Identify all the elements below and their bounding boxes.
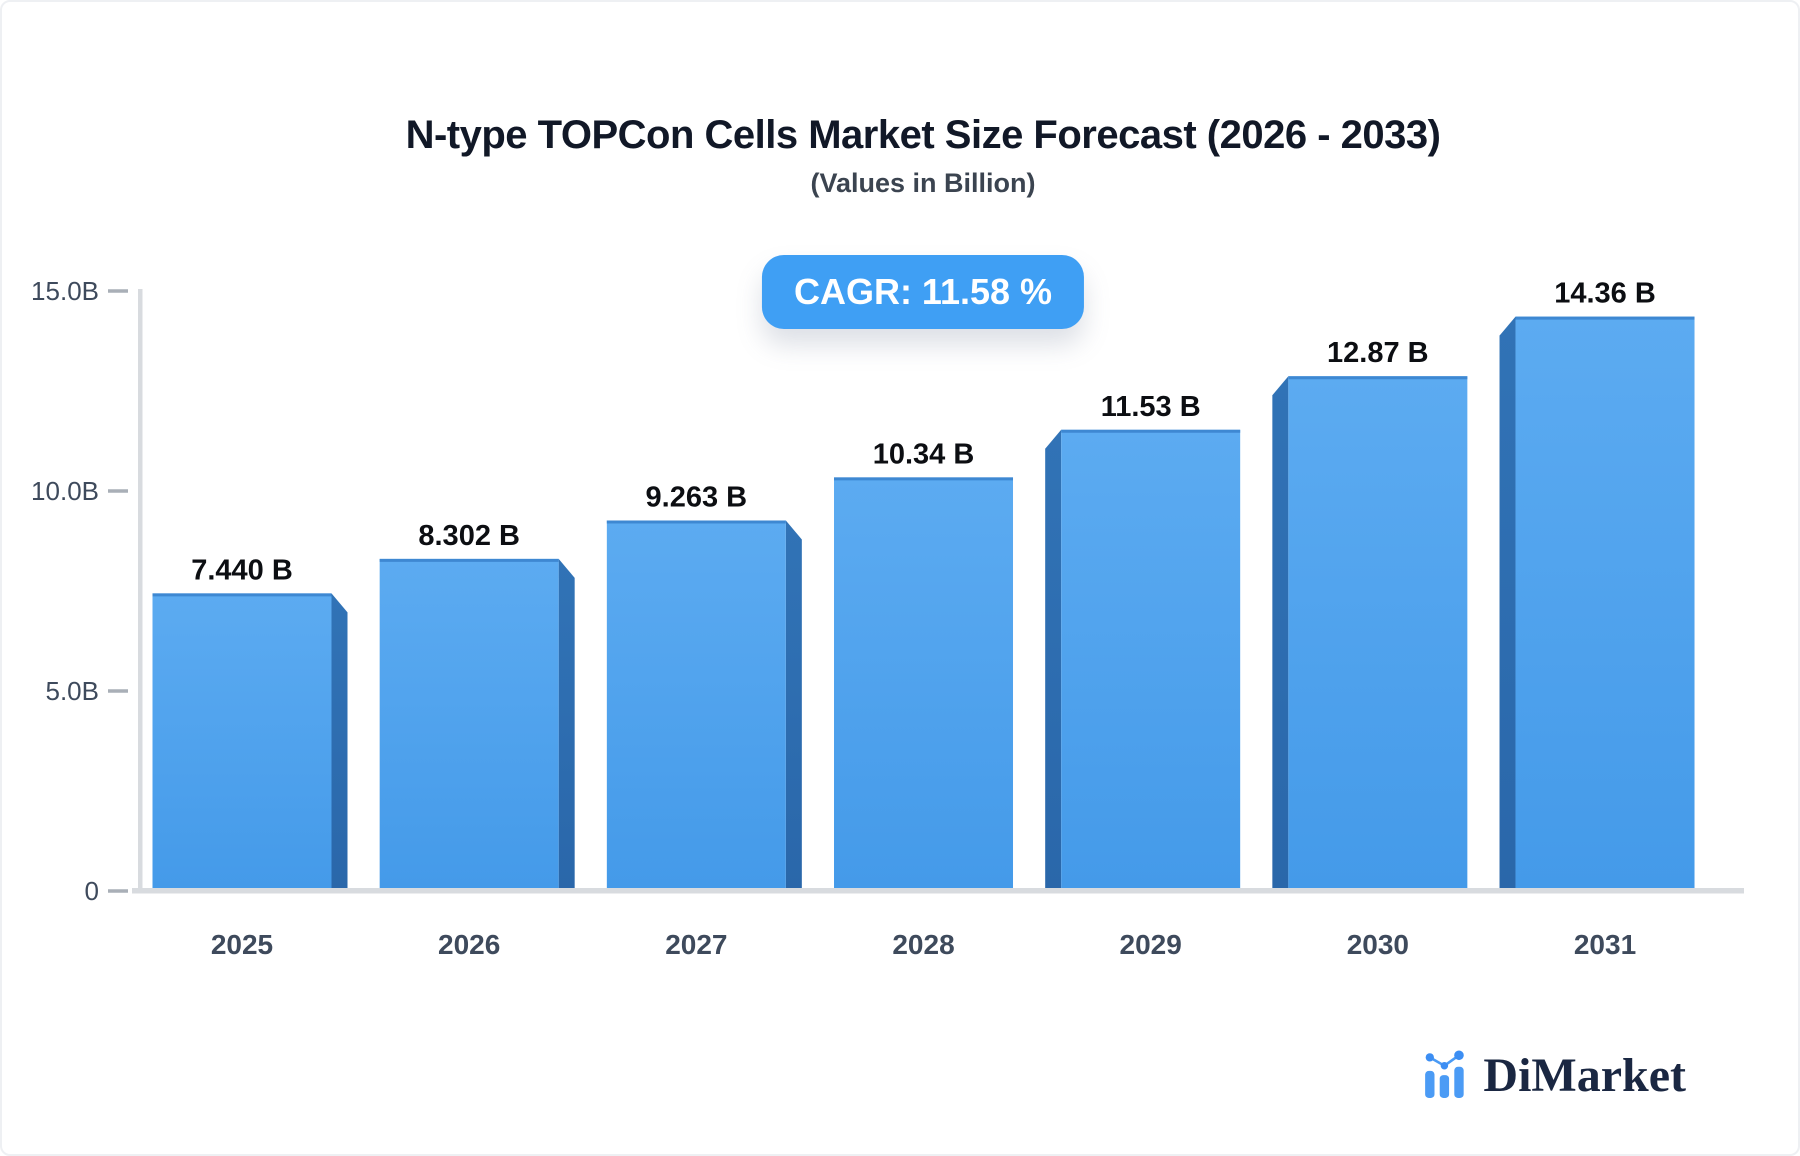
bar-face	[1515, 316, 1695, 892]
bar-face	[606, 520, 786, 891]
chart-title: N-type TOPCon Cells Market Size Forecast…	[405, 113, 1441, 157]
bar-side-face	[1045, 429, 1062, 891]
bar-group-2027: 9.263 B 2027	[606, 481, 802, 960]
x-tick-label-2025: 2025	[211, 929, 273, 960]
mini-bar-chart-icon	[1425, 1050, 1465, 1098]
bar-side-face	[331, 593, 348, 891]
bar-group-2031: 14.36 B 2031	[1499, 278, 1695, 960]
x-tick-label-2028: 2028	[892, 929, 954, 960]
bar-value-label: 7.440 B	[191, 554, 293, 586]
y-tick-label-0: 0	[85, 876, 99, 906]
cagr-label: CAGR: 11.58 %	[793, 271, 1053, 312]
bar-face	[1061, 429, 1241, 891]
bar-face	[379, 558, 559, 891]
bar-side-face	[1272, 376, 1289, 891]
brand-logo: DiMarket	[1423, 1048, 1686, 1102]
bar-side-face	[558, 558, 575, 891]
bar-value-label: 12.87 B	[1327, 337, 1429, 369]
bar-value-label: 10.34 B	[873, 438, 975, 470]
bar-face	[1288, 376, 1468, 891]
x-tick-label-2027: 2027	[665, 929, 727, 960]
y-tick-label-15.0B: 15.0B	[31, 276, 99, 306]
bar-value-label: 14.36 B	[1554, 278, 1656, 310]
cagr-badge: CAGR: 11.58 %	[761, 255, 1085, 329]
bar-value-label: 8.302 B	[418, 520, 520, 552]
bar-group-2026: 8.302 B 2026	[379, 520, 575, 960]
bar-side-face	[785, 520, 802, 891]
y-tick-label-10.0B: 10.0B	[31, 476, 99, 506]
bar-side-face	[1499, 316, 1516, 892]
bar-group-2029: 11.53 B 2029	[1045, 391, 1241, 960]
x-tick-label-2031: 2031	[1574, 929, 1636, 960]
bar-group-2030: 12.87 B 2030	[1272, 337, 1468, 960]
x-tick-label-2030: 2030	[1347, 929, 1409, 960]
x-axis-line	[132, 888, 1744, 894]
bar-face	[834, 477, 1014, 891]
bar-group-2028: 10.34 B 2028	[834, 438, 1014, 960]
bar-face	[152, 593, 332, 891]
x-tick-label-2029: 2029	[1120, 929, 1182, 960]
bar-value-label: 9.263 B	[646, 481, 748, 513]
bar-group-2025: 7.440 B 2025	[152, 554, 348, 960]
bar-value-label: 11.53 B	[1101, 391, 1201, 423]
y-tick-label-5.0B: 5.0B	[46, 676, 100, 706]
x-tick-label-2026: 2026	[438, 929, 500, 960]
chart-subtitle: (Values in Billion)	[810, 168, 1036, 198]
y-axis-line	[138, 289, 143, 891]
logo-text: DiMarket	[1483, 1049, 1686, 1102]
